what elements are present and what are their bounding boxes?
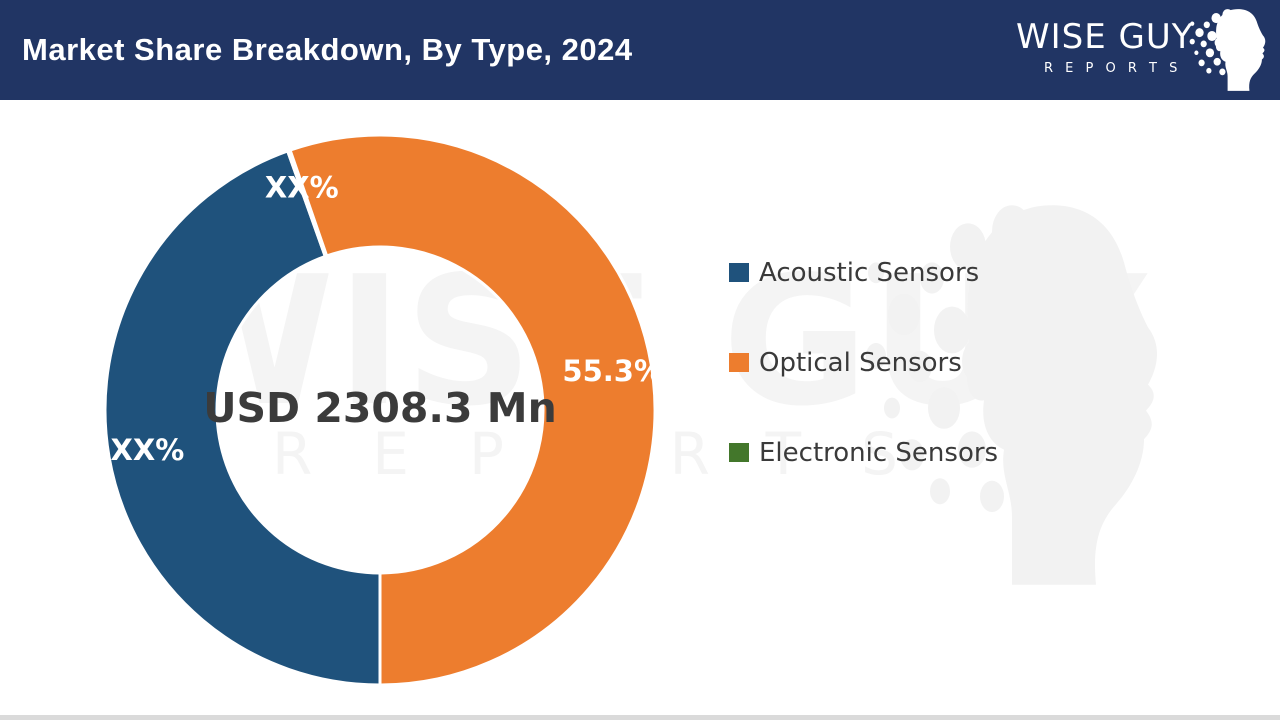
legend-label-optical: Optical Sensors xyxy=(759,347,962,378)
legend-swatch-optical xyxy=(729,353,749,372)
bottom-bar xyxy=(0,715,1280,720)
header: Market Share Breakdown, By Type, 2024 WI… xyxy=(0,0,1280,100)
pie-slice-acoustic-sensors xyxy=(103,149,382,687)
legend-item-optical-sensors: Optical Sensors xyxy=(729,346,998,379)
wiseguy-logo: WISE GUY R E P O R T S xyxy=(1014,4,1270,96)
legend-label-acoustic: Acoustic Sensors xyxy=(759,257,980,288)
pie-slice-optical-sensors xyxy=(288,133,657,687)
slice-label-electronic-sensors: XX% xyxy=(265,170,339,204)
chart-legend: Acoustic Sensors Optical Sensors Electro… xyxy=(729,256,998,526)
legend-item-acoustic-sensors: Acoustic Sensors xyxy=(729,256,998,289)
logo-wordmark: WISE GUY xyxy=(1016,17,1194,57)
logo-head-icon xyxy=(1189,9,1266,91)
legend-swatch-electronic xyxy=(729,443,749,462)
donut-chart: XX% XX% 55.3% USD 2308.3 Mn xyxy=(100,130,660,690)
slice-label-acoustic-sensors: XX% xyxy=(111,433,185,467)
legend-swatch-acoustic xyxy=(729,263,749,282)
slice-label-optical-sensors: 55.3% xyxy=(562,354,660,388)
legend-label-electronic: Electronic Sensors xyxy=(759,437,999,468)
legend-item-electronic-sensors: Electronic Sensors xyxy=(729,436,998,469)
donut-center-value: USD 2308.3 Mn xyxy=(203,384,557,432)
page-title: Market Share Breakdown, By Type, 2024 xyxy=(22,32,633,67)
logo-reports-text: R E P O R T S xyxy=(1044,61,1181,76)
